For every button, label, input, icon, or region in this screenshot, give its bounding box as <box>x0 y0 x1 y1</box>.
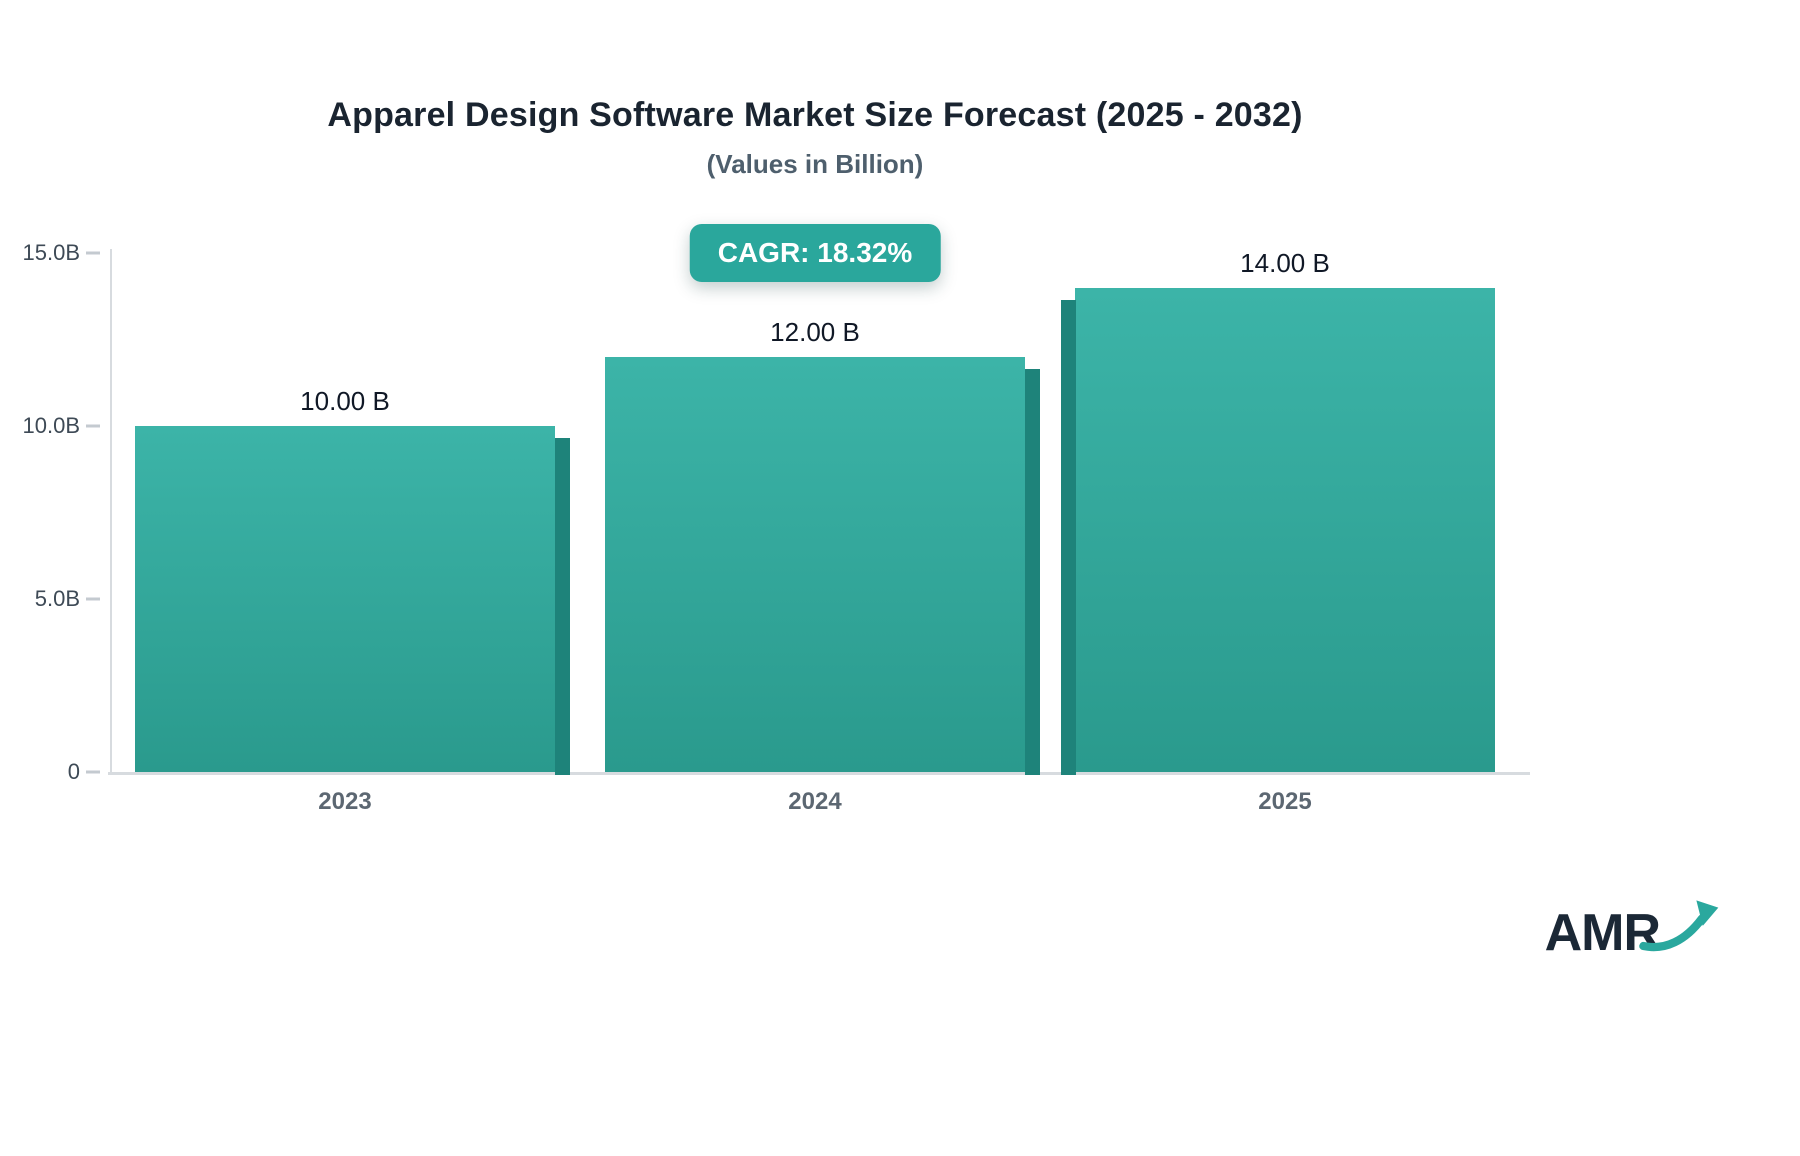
bar-slot: 10.00 B <box>110 253 580 775</box>
chart-subtitle: (Values in Billion) <box>706 149 924 179</box>
cagr-badge: CAGR: 18.32% <box>689 224 941 282</box>
amr-logo-text: AMR <box>1544 904 1661 962</box>
amr-logo-arrow-icon <box>1639 900 1719 952</box>
bar-value-label: 10.00 B <box>300 386 390 416</box>
y-axis-tick-mark <box>86 251 100 255</box>
bar: 14.00 B <box>1060 248 1496 775</box>
bar-value-label: 12.00 B <box>770 316 860 347</box>
x-axis-tick-label: 2023 <box>318 788 372 815</box>
plot-area: 0 5.0B 10.0B 15.0B 10.00 B 12.00 B 14.00 B 20… <box>23 240 1530 815</box>
y-axis-tick-label: 0 <box>67 759 80 784</box>
y-axis-line <box>110 249 112 772</box>
y-axis-tick-label: 15.0B <box>22 240 81 265</box>
y-axis-tick-mark <box>86 424 100 428</box>
y-axis-tick-mark <box>86 597 100 601</box>
x-axis-line <box>108 772 1530 775</box>
bar-value-label: 14.00 B <box>1240 247 1330 278</box>
bar-slot: 14.00 B <box>1050 248 1520 775</box>
y-axis-tick-mark <box>86 770 100 774</box>
x-axis-tick-label: 2025 <box>1258 788 1312 815</box>
x-axis-labels: 2023 2024 2025 <box>110 788 1520 816</box>
amr-logo: AMR <box>1545 893 1722 959</box>
x-axis-tick-label: 2024 <box>788 788 842 815</box>
chart-title: Apparel Design Software Market Size Fore… <box>327 96 1303 134</box>
y-axis-tick-label: 5.0B <box>34 586 80 611</box>
y-axis-tick-label: 10.0B <box>22 413 81 438</box>
bar-slot: 12.00 B <box>580 253 1050 775</box>
bar-side-shade <box>1060 299 1076 775</box>
bar: 10.00 B <box>134 386 571 775</box>
bar-side-shade <box>555 438 571 775</box>
cagr-badge-label: CAGR: 18.32% <box>717 237 913 268</box>
bars-group: 10.00 B 12.00 B 14.00 B <box>110 248 1520 775</box>
bar-side-shade <box>1025 368 1041 775</box>
bar: 12.00 B <box>604 317 1041 775</box>
